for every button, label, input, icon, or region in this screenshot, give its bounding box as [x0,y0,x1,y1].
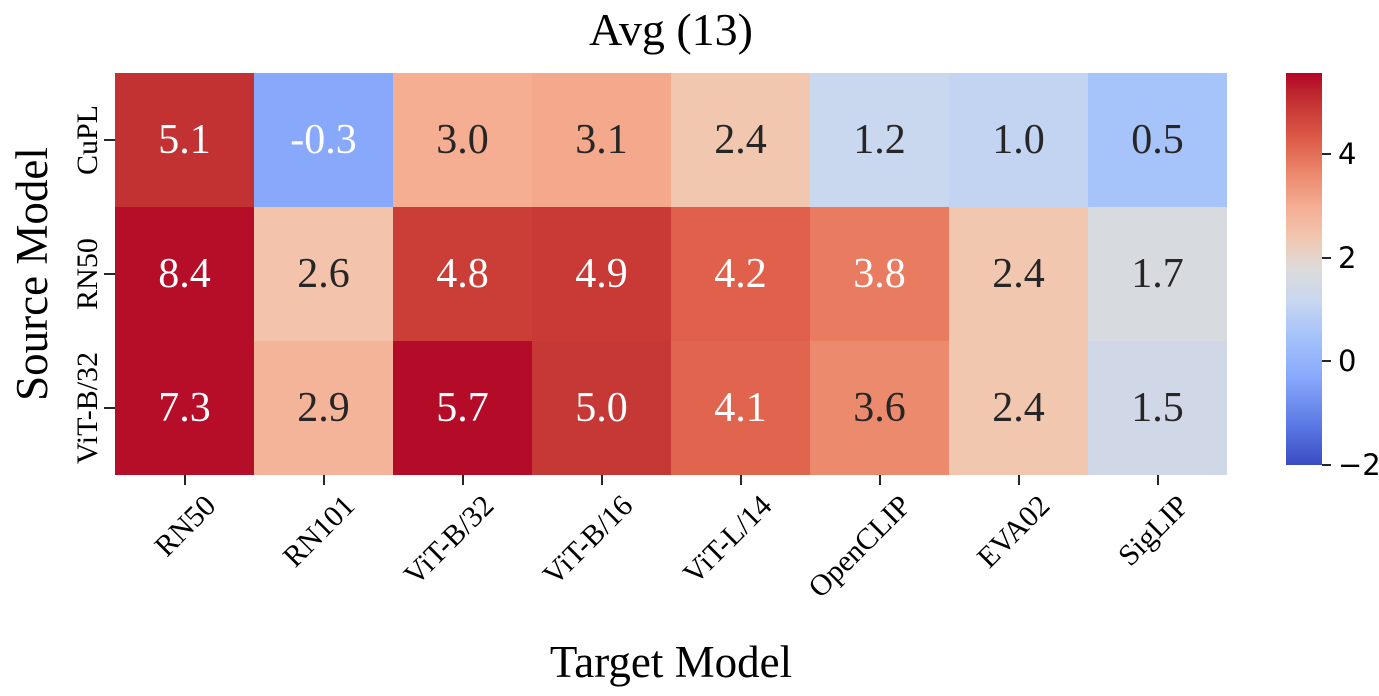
cell-value: 3.8 [853,251,906,297]
heatmap-cell-ViT-B/32-RN101: 2.9 [254,341,393,475]
heatmap-cell-ViT-B/32-SigLIP: 1.5 [1088,341,1227,475]
y-tick-mark [104,273,115,275]
x-tick-mark [739,475,742,485]
heatmap-cell-RN50-RN50: 8.4 [115,207,254,341]
cell-value: 1.7 [1131,251,1184,297]
heatmap-cell-CuPL-ViT-L/14: 2.4 [671,73,810,207]
heatmap-cell-CuPL-OpenCLIP: 1.2 [810,73,949,207]
colorbar-tick-mark [1322,256,1331,259]
x-tick-mark [1017,475,1020,485]
y-tick-label-ViT-B/32: ViT-B/32 [71,351,104,465]
heatmap-cell-ViT-B/32-ViT-B/16: 5.0 [532,341,671,475]
x-tick-mark [183,475,186,485]
cell-value: 1.0 [992,117,1045,163]
cell-value: 4.9 [575,251,628,297]
cell-value: 5.7 [436,385,489,431]
colorbar-tick-mark [1322,464,1331,466]
colorbar-tick-label-0: 0 [1338,344,1357,379]
cell-value: 2.4 [992,385,1045,431]
y-tick-mark [104,407,115,409]
cell-value: 3.0 [436,117,489,163]
colorbar-tick-label-−2: −2 [1338,448,1379,482]
x-axis-label: Target Model [549,637,793,687]
x-tick-mark [322,475,325,485]
heatmap-grid: 5.1 -0.3 3.0 3.1 2.4 1.2 1.0 0.5 8.4 2.6 4.8 4.9 4.2… [115,73,1227,475]
heatmap-cell-CuPL-EVA02: 1.0 [949,73,1088,207]
heatmap-cell-ViT-B/32-ViT-L/14: 4.1 [671,341,810,475]
cell-value: 8.4 [158,251,211,297]
cell-value: 5.1 [158,117,211,163]
cell-value: 4.1 [714,385,767,431]
heatmap-cell-CuPL-SigLIP: 0.5 [1088,73,1227,207]
heatmap-cell-ViT-B/32-ViT-B/32: 5.7 [393,341,532,475]
heatmap-cell-ViT-B/32-OpenCLIP: 3.6 [810,341,949,475]
colorbar-tick-label-4: 4 [1338,136,1357,171]
heatmap-cell-ViT-B/32-EVA02: 2.4 [949,341,1088,475]
y-axis-label: Source Model [7,147,57,401]
cell-value: -0.3 [290,117,357,163]
cell-value: 4.8 [436,251,489,297]
x-tick-mark [878,475,881,485]
cell-value: 1.5 [1131,385,1184,431]
heatmap-cell-RN50-ViT-B/32: 4.8 [393,207,532,341]
heatmap-cell-CuPL-ViT-B/32: 3.0 [393,73,532,207]
heatmap-cell-RN50-RN101: 2.6 [254,207,393,341]
colorbar-tick-mark [1322,360,1331,363]
y-tick-mark [104,139,115,141]
cell-value: 7.3 [158,385,211,431]
chart-title: Avg (13) [589,4,753,55]
heatmap-cell-CuPL-RN50: 5.1 [115,73,254,207]
cell-value: 3.1 [575,117,628,163]
x-tick-mark [461,475,464,485]
heatmap-cell-RN50-SigLIP: 1.7 [1088,207,1227,341]
cell-value: 1.2 [853,117,906,163]
heatmap-cell-RN50-EVA02: 2.4 [949,207,1088,341]
cell-value: 3.6 [853,385,906,431]
heatmap-cell-RN50-ViT-L/14: 4.2 [671,207,810,341]
heatmap-cell-CuPL-RN101: -0.3 [254,73,393,207]
heatmap-cell-ViT-B/32-RN50: 7.3 [115,341,254,475]
colorbar-tick-mark [1322,152,1331,155]
cell-value: 5.0 [575,385,628,431]
colorbar-gradient [1286,73,1322,465]
x-tick-mark [600,475,603,485]
heatmap-cell-CuPL-ViT-B/16: 3.1 [532,73,671,207]
cell-value: 2.4 [714,117,767,163]
colorbar-tick-label-2: 2 [1338,240,1357,275]
heatmap-cell-RN50-OpenCLIP: 3.8 [810,207,949,341]
cell-value: 0.5 [1131,117,1184,163]
cell-value: 2.6 [297,251,350,297]
cell-value: 2.4 [992,251,1045,297]
x-tick-mark [1156,475,1159,485]
cell-value: 2.9 [297,385,350,431]
cell-value: 4.2 [714,251,767,297]
heatmap-cell-RN50-ViT-B/16: 4.9 [532,207,671,341]
